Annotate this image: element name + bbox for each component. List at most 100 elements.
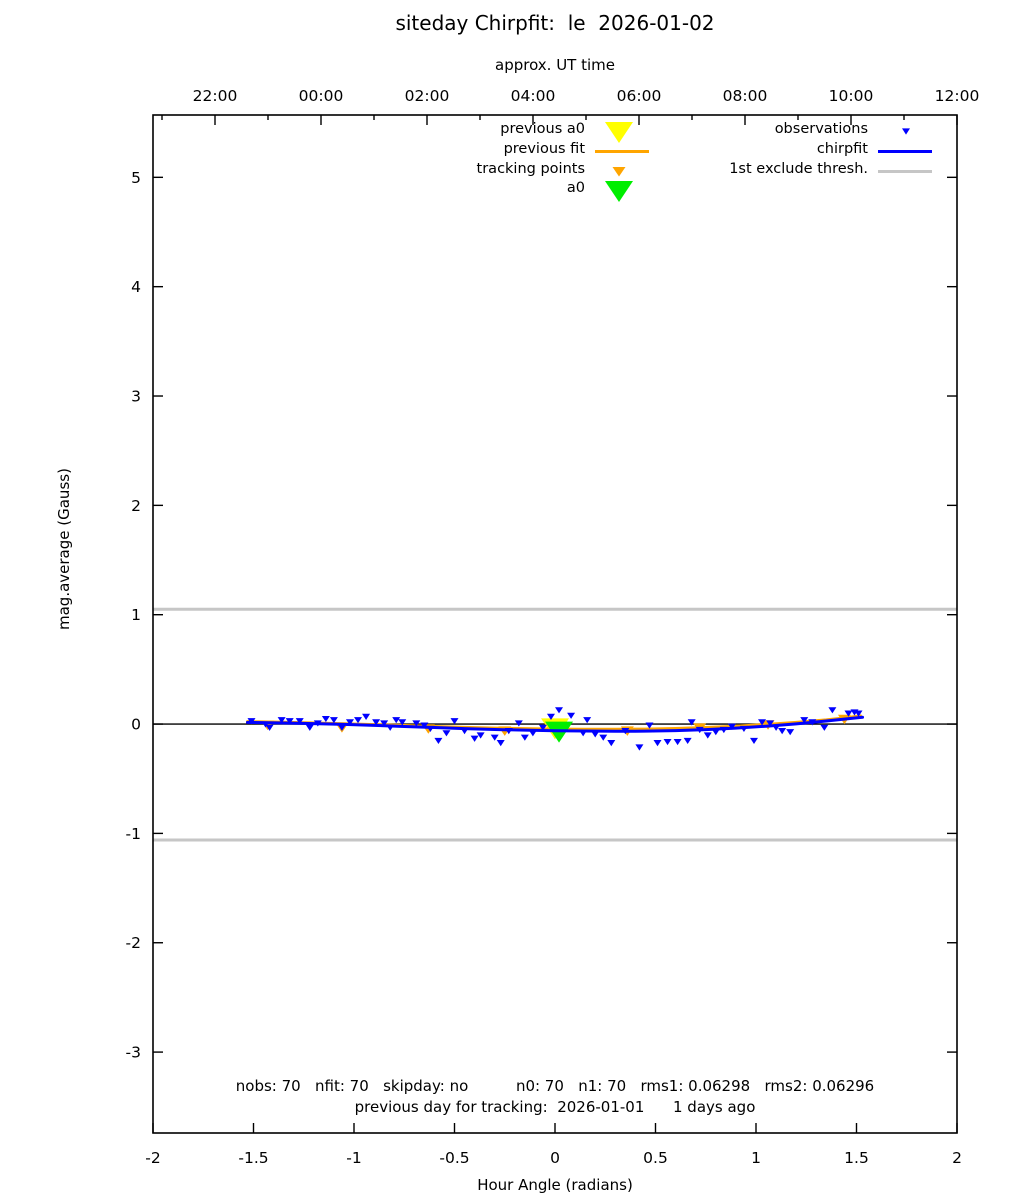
observations-point — [820, 724, 829, 731]
triangle-large-swatch-icon — [605, 181, 633, 202]
stats-line-2: previous day for tracking: 2026-01-01 1 … — [354, 1098, 756, 1116]
observations-point — [380, 720, 389, 727]
observations-point — [265, 724, 274, 731]
triangle-large-swatch-icon — [605, 122, 633, 143]
triangle-medium-swatch-icon — [612, 166, 626, 176]
x2-tick-label: 04:00 — [511, 87, 556, 105]
top-axis-title: approx. UT time — [495, 56, 615, 74]
x-tick-label: 2 — [952, 1149, 962, 1167]
observations-point — [749, 737, 758, 745]
x-tick-label: -1.5 — [238, 1149, 268, 1167]
observations-point — [778, 728, 787, 735]
observations-point — [683, 737, 692, 745]
observations-point — [362, 713, 371, 720]
x2-tick-label: 02:00 — [405, 87, 450, 105]
legend-label-tracking-points: tracking points — [476, 160, 585, 177]
observations-point — [372, 719, 381, 726]
x2-tick-label: 08:00 — [723, 87, 768, 105]
y-tick-label: 5 — [131, 169, 141, 187]
x2-tick-label: 12:00 — [935, 87, 980, 105]
observations-point — [800, 717, 809, 724]
x2-tick-label: 00:00 — [299, 87, 344, 105]
triangle-small-swatch-icon — [902, 128, 910, 135]
x-tick-label: 0 — [550, 1149, 560, 1167]
legend-label-chirpfit: chirpfit — [816, 141, 868, 157]
observations-point — [663, 738, 672, 746]
observations-point — [703, 732, 712, 739]
legend-label-a0: a0 — [566, 180, 585, 196]
y-tick-label: 1 — [131, 606, 141, 624]
observations-point — [583, 717, 592, 724]
observations-point — [844, 710, 853, 717]
observations-point — [496, 740, 505, 747]
plot-border — [152, 114, 958, 1134]
observations-point — [490, 734, 499, 741]
x-tick-label: 1.5 — [844, 1149, 869, 1167]
observations-point — [277, 717, 286, 724]
x2-tick-label: 22:00 — [193, 87, 238, 105]
y-tick-label: 4 — [131, 278, 141, 296]
observations-point — [295, 718, 304, 725]
x2-tick-label: 10:00 — [829, 87, 874, 105]
legend-swatch-previous-a0 — [605, 122, 633, 143]
observations-point — [412, 720, 421, 727]
legend-swatch-observations — [902, 128, 910, 135]
chirpfit-line — [245, 715, 865, 733]
legend-swatch-chirpfit — [878, 150, 932, 153]
y-tick-label: 0 — [131, 716, 141, 734]
observations-point — [337, 724, 346, 731]
observations-point — [673, 738, 682, 746]
observations-point — [392, 717, 401, 724]
observations-point — [786, 729, 795, 736]
legend-swatch-tracking-points — [612, 166, 626, 176]
observations-point — [420, 722, 429, 729]
x-tick-label: -2 — [145, 1149, 160, 1167]
x2-tick-label: 06:00 — [617, 87, 662, 105]
legend-swatch-1st-exclude-thresh- — [878, 169, 932, 173]
observations-point — [567, 712, 576, 719]
y-axis-title: mag.average (Gauss) — [55, 468, 73, 630]
chart-title: siteday Chirpfit: le 2026-01-02 — [395, 11, 715, 35]
observations-point — [599, 734, 608, 741]
legend-label-1st-exclude-thresh-: 1st exclude thresh. — [729, 160, 868, 177]
observations-point — [766, 720, 775, 727]
y-tick-label: 2 — [131, 497, 141, 515]
legend-label-previous-fit: previous fit — [503, 141, 585, 157]
observations-point — [305, 724, 314, 731]
y-tick-label: 3 — [131, 388, 141, 406]
observations-point — [450, 718, 459, 725]
observations-point — [546, 713, 555, 720]
legend-label-observations: observations — [774, 121, 868, 137]
observations-point — [329, 717, 338, 724]
observations-point — [434, 737, 443, 745]
observations-point — [687, 719, 696, 726]
observations-point — [727, 723, 736, 730]
legend-swatch-previous-fit — [595, 150, 649, 153]
observations-point — [635, 744, 644, 751]
x-tick-label: 0.5 — [643, 1149, 668, 1167]
observations-point — [520, 734, 529, 741]
line-swatch-icon — [878, 150, 932, 153]
y-tick-label: -3 — [126, 1044, 141, 1062]
observations-point — [354, 717, 363, 724]
observations-point — [653, 740, 662, 747]
observations-point — [345, 719, 354, 726]
observations-point — [555, 707, 564, 714]
y-tick-label: -1 — [126, 825, 141, 843]
legend-swatch-a0 — [605, 181, 633, 202]
observations-point — [591, 731, 600, 738]
observations-point — [321, 715, 330, 723]
line-swatch-icon — [878, 169, 932, 173]
observations-point — [758, 719, 767, 726]
observations-point — [607, 740, 616, 747]
observations-point — [828, 707, 837, 714]
x-axis-title: Hour Angle (radians) — [477, 1176, 633, 1194]
stats-line-1: nobs: 70 nfit: 70 skipday: no n0: 70 n1:… — [235, 1077, 875, 1095]
x-tick-label: -0.5 — [439, 1149, 469, 1167]
observations-point — [514, 720, 523, 727]
observations-point — [470, 735, 479, 742]
observations-point — [645, 722, 654, 729]
observations-point — [285, 718, 294, 725]
